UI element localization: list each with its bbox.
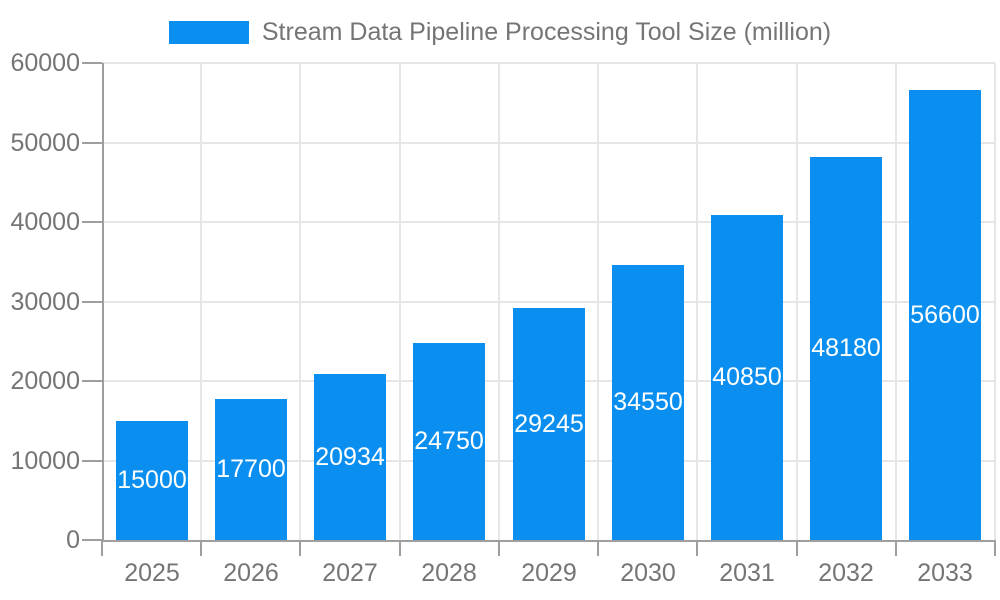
bar-value-label: 15000 xyxy=(117,466,187,494)
x-tick-label: 2025 xyxy=(124,559,180,587)
x-tick xyxy=(399,540,401,556)
y-tick xyxy=(82,221,102,223)
bar-value-label: 20934 xyxy=(315,442,385,471)
x-gridline xyxy=(299,63,301,540)
x-tick-label: 2027 xyxy=(322,559,378,587)
y-tick-label: 60000 xyxy=(10,49,80,77)
legend-swatch-icon xyxy=(168,20,249,44)
x-tick xyxy=(696,540,698,556)
x-gridline xyxy=(200,63,202,540)
y-tick xyxy=(82,301,102,303)
bar-value-label: 40850 xyxy=(712,363,782,391)
y-tick-label: 10000 xyxy=(10,447,80,475)
bar[interactable]: 15000 xyxy=(116,421,188,540)
bar-value-label: 34550 xyxy=(613,388,683,416)
x-tick-label: 2033 xyxy=(917,559,973,587)
y-tick xyxy=(82,142,102,144)
x-tick xyxy=(498,540,500,556)
x-axis-line xyxy=(102,540,995,542)
legend-label: Stream Data Pipeline Processing Tool Siz… xyxy=(261,18,832,46)
bar[interactable]: 29245 xyxy=(513,308,585,540)
bar-value-label: 56600 xyxy=(910,300,980,329)
x-tick-label: 2032 xyxy=(818,559,874,587)
bar-value-label: 48180 xyxy=(811,334,881,362)
x-gridline xyxy=(399,63,401,540)
x-tick-label: 2026 xyxy=(223,559,279,587)
x-gridline xyxy=(597,63,599,540)
x-tick-label: 2031 xyxy=(719,559,775,587)
y-tick-label: 20000 xyxy=(10,367,80,395)
y-tick xyxy=(82,539,102,541)
x-tick-label: 2030 xyxy=(620,559,676,587)
bar[interactable]: 34550 xyxy=(612,265,684,540)
y-axis-line xyxy=(102,63,104,542)
bar[interactable]: 20934 xyxy=(314,374,386,540)
x-tick xyxy=(895,540,897,556)
x-gridline xyxy=(796,63,798,540)
y-tick-label: 30000 xyxy=(10,288,80,316)
bar[interactable]: 17700 xyxy=(215,399,287,540)
x-tick xyxy=(200,540,202,556)
y-gridline xyxy=(102,221,995,223)
x-gridline xyxy=(994,63,996,540)
plot-area: 0 10000 20000 30000 40000 50000 60000 15000 1770… xyxy=(10,49,996,587)
y-gridline xyxy=(102,62,995,64)
bar[interactable]: 24750 xyxy=(413,343,485,540)
x-tick-label: 2029 xyxy=(521,559,577,587)
bar[interactable]: 40850 xyxy=(711,215,783,540)
bar-value-label: 24750 xyxy=(414,427,484,455)
x-gridline xyxy=(895,63,897,540)
bar-value-label: 29245 xyxy=(514,409,584,438)
x-tick xyxy=(597,540,599,556)
y-tick-label: 40000 xyxy=(10,208,80,236)
x-tick xyxy=(299,540,301,556)
y-tick-label: 50000 xyxy=(10,129,80,157)
x-gridline xyxy=(696,63,698,540)
x-tick xyxy=(994,540,996,556)
bar[interactable]: 48180 xyxy=(810,157,882,540)
x-tick-label: 2028 xyxy=(421,559,477,587)
y-tick xyxy=(82,62,102,64)
y-gridline xyxy=(102,142,995,144)
x-tick xyxy=(101,540,103,556)
x-gridline xyxy=(498,63,500,540)
y-gridline xyxy=(102,301,995,303)
y-tick xyxy=(82,460,102,462)
x-tick xyxy=(796,540,798,556)
bar[interactable]: 56600 xyxy=(909,90,981,540)
y-tick xyxy=(82,380,102,382)
legend[interactable]: Stream Data Pipeline Processing Tool Siz… xyxy=(0,18,1000,46)
bar-value-label: 17700 xyxy=(216,455,286,483)
y-tick-label: 0 xyxy=(66,526,80,554)
